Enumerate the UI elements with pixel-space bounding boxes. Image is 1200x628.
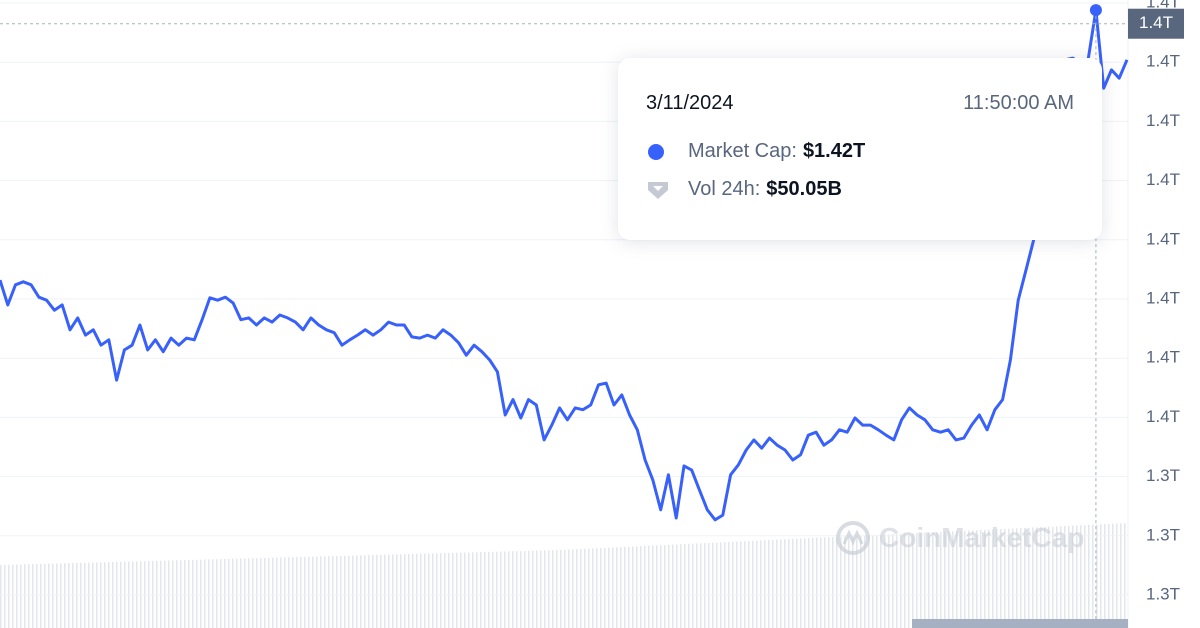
watermark-logo [836, 521, 870, 555]
tooltip-label: Vol 24h: [688, 178, 761, 200]
y-tick-label: 1.4T [1146, 0, 1180, 11]
series-dot [648, 143, 664, 160]
tooltip-date: 3/11/2024 [646, 92, 734, 114]
line [0, 8, 1129, 522]
tooltip: 3/11/2024 11:50:00 AM Market Cap: $1.42T… [618, 58, 1102, 240]
crosshair-label: 1.4T [1139, 13, 1173, 32]
y-tick-label: 1.4T [1146, 170, 1180, 189]
tooltip-value: $1.42T [802, 140, 866, 162]
y-tick-label: 1.3T [1146, 525, 1180, 544]
tooltip-label: Market Cap: [688, 140, 797, 162]
watermark: CoinMarketCap [835, 520, 1084, 556]
y-tick-label: 1.4T [1146, 407, 1180, 426]
crosshair-label-box [1128, 8, 1184, 39]
scrollbar[interactable] [912, 619, 1128, 628]
y-tick-label: 1.3T [1146, 584, 1180, 603]
tooltip-row: Market Cap: $1.42T [646, 140, 865, 163]
hover-point [1089, 4, 1102, 17]
y-tick-label: 1.4T [1146, 288, 1180, 307]
y-tick-label: 1.4T [1146, 229, 1180, 248]
y-tick-label: 1.4T [1146, 111, 1180, 130]
volume-icon [648, 181, 668, 199]
tooltip-row: Vol 24h: $50.05B [646, 178, 842, 201]
y-tick-label: 1.4T [1146, 348, 1180, 367]
y-tick-label: 1.3T [1146, 466, 1180, 485]
tooltip-time: 11:50:00 AM [963, 92, 1074, 114]
tooltip-value: $50.05B [766, 178, 842, 200]
y-tick-label: 1.4T [1146, 52, 1180, 71]
watermark-text: CoinMarketCap [879, 522, 1085, 553]
